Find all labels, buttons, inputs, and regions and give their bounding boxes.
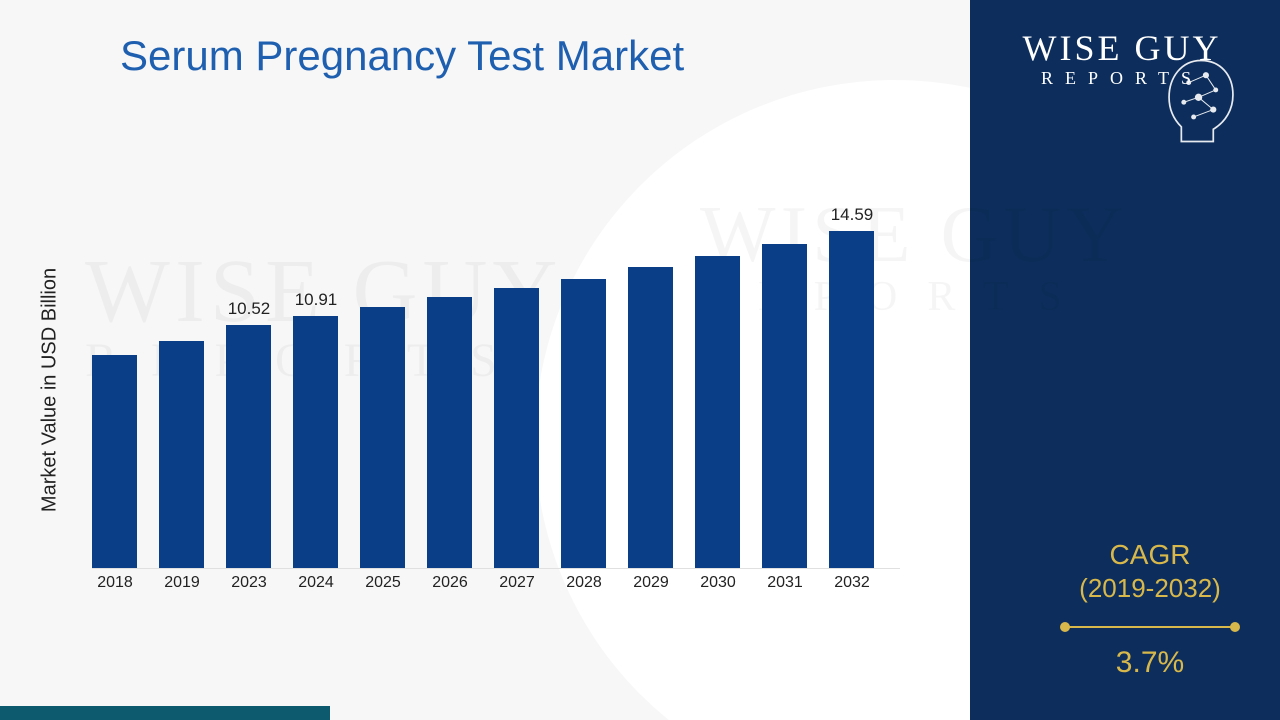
bar-group: 2018 [92,355,137,568]
bar [293,316,338,568]
bar-chart: Market Value in USD Billion 2018201910.5… [80,185,900,595]
x-tick-label: 2027 [482,574,552,592]
x-tick-label: 2018 [80,574,150,592]
bar [494,288,539,568]
cagr-years: (2019-2032) [1020,573,1280,604]
cagr-block: CAGR (2019-2032) 3.7% [1020,539,1280,680]
x-tick-label: 2023 [214,574,284,592]
bar-group: 2026 [427,297,472,568]
cagr-value: 3.7% [1020,646,1280,680]
chart-title: Serum Pregnancy Test Market [120,32,684,80]
bar [226,325,271,568]
x-tick-label: 2031 [750,574,820,592]
report-canvas: WISE GUY REPORTS WISE GUY REPORTS Serum … [0,0,1280,720]
head-icon [1164,58,1238,144]
bar-group: 2028 [561,279,606,568]
cagr-title: CAGR [1020,539,1280,571]
y-axis-label: Market Value in USD Billion [39,268,62,512]
bar-group: 2025 [360,307,405,568]
bar-group: 10.912024 [293,316,338,568]
bar-value-label: 10.91 [281,290,351,310]
x-tick-label: 2029 [616,574,686,592]
bar [829,231,874,568]
bar [695,256,740,568]
bar-group: 2029 [628,267,673,568]
x-tick-label: 2026 [415,574,485,592]
x-tick-label: 2032 [817,574,887,592]
bar-group: 14.592032 [829,231,874,568]
bar-value-label: 14.59 [817,205,887,225]
bar [92,355,137,568]
plot-area: 2018 2019 10.522023 10.912024 2025 2026 2027 20… [92,199,900,569]
bar-group: 2031 [762,244,807,568]
bar [427,297,472,568]
brand-logo: WISE GUY REPORTS [992,30,1252,89]
bar-group: 2027 [494,288,539,568]
bar-value-label: 10.52 [214,299,284,319]
footer-strip [0,706,330,720]
x-tick-label: 2028 [549,574,619,592]
bar [762,244,807,568]
bar-group: 2019 [159,341,204,568]
x-tick-label: 2030 [683,574,753,592]
bar-group: 2030 [695,256,740,568]
x-tick-label: 2024 [281,574,351,592]
bar-group: 10.522023 [226,325,271,568]
bar [561,279,606,568]
bar [360,307,405,568]
bar [159,341,204,568]
cagr-divider [1065,626,1235,628]
x-tick-label: 2019 [147,574,217,592]
x-tick-label: 2025 [348,574,418,592]
bar [628,267,673,568]
